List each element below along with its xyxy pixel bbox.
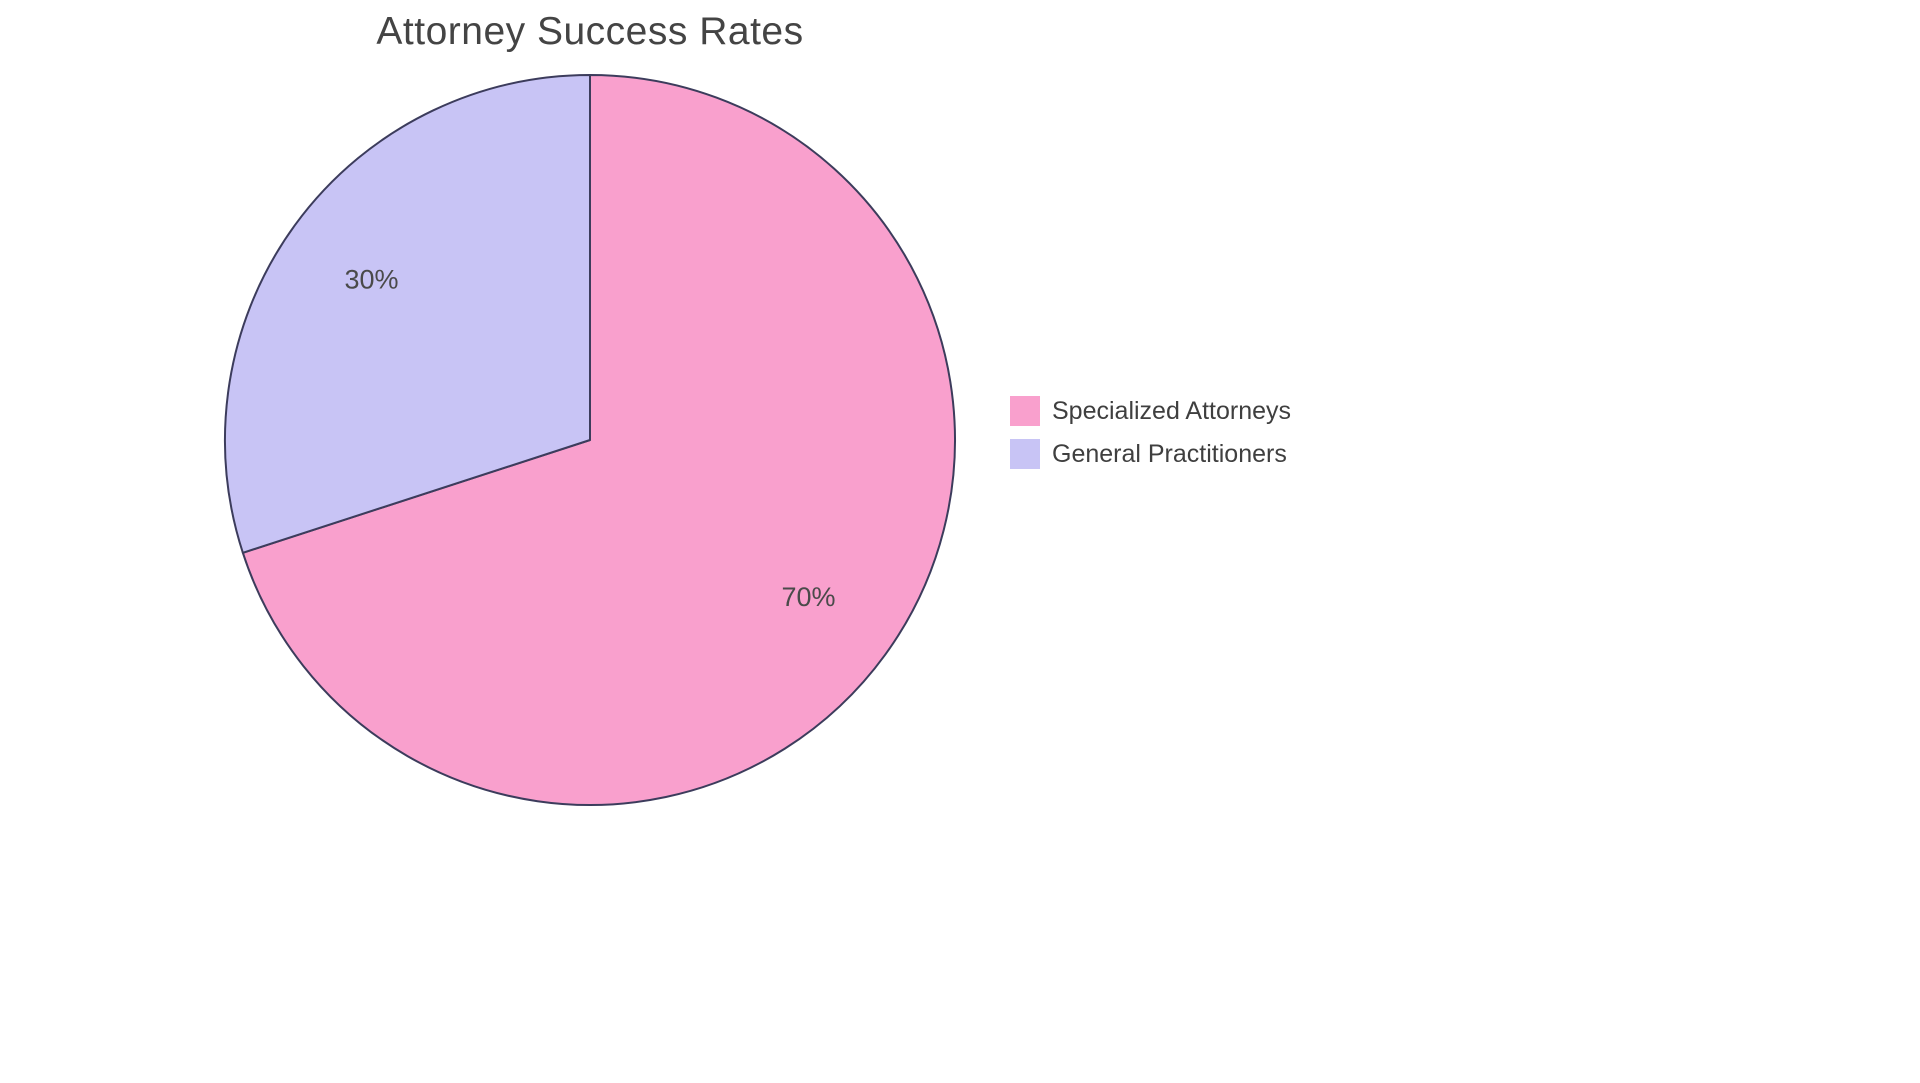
pie-slice-percent-label-1: 30% bbox=[344, 264, 398, 294]
pie-slice-percent-label-0: 70% bbox=[781, 582, 835, 612]
chart-title: Attorney Success Rates bbox=[376, 10, 804, 53]
pie-slice-0 bbox=[241, 74, 956, 806]
legend-item-general-practitioners[interactable]: General Practitioners bbox=[1010, 439, 1291, 469]
legend-label-general-practitioners: General Practitioners bbox=[1052, 439, 1287, 468]
legend-swatch-specialized-attorneys bbox=[1010, 396, 1040, 426]
legend: Specialized Attorneys General Practition… bbox=[1010, 396, 1291, 469]
legend-item-specialized-attorneys[interactable]: Specialized Attorneys bbox=[1010, 396, 1291, 426]
legend-swatch-general-practitioners bbox=[1010, 439, 1040, 469]
legend-label-specialized-attorneys: Specialized Attorneys bbox=[1052, 396, 1292, 425]
pie-slice-1 bbox=[224, 74, 591, 554]
